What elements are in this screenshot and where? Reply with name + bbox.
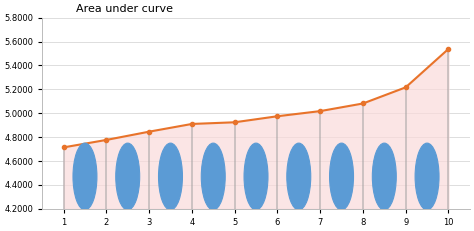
Text: 2: 2 (125, 172, 130, 181)
Text: 1: 1 (82, 172, 88, 181)
Circle shape (73, 143, 97, 210)
Text: 9: 9 (424, 172, 430, 181)
Text: 4: 4 (210, 172, 216, 181)
Text: 8: 8 (382, 172, 387, 181)
Text: 3: 3 (168, 172, 173, 181)
Circle shape (287, 143, 311, 210)
Circle shape (329, 143, 354, 210)
Circle shape (116, 143, 140, 210)
Text: 7: 7 (339, 172, 344, 181)
Circle shape (158, 143, 182, 210)
Circle shape (373, 143, 396, 210)
Text: 5: 5 (254, 172, 259, 181)
Circle shape (415, 143, 439, 210)
Text: Area under curve: Area under curve (76, 4, 173, 14)
Circle shape (244, 143, 268, 210)
Circle shape (201, 143, 225, 210)
Text: 6: 6 (296, 172, 301, 181)
